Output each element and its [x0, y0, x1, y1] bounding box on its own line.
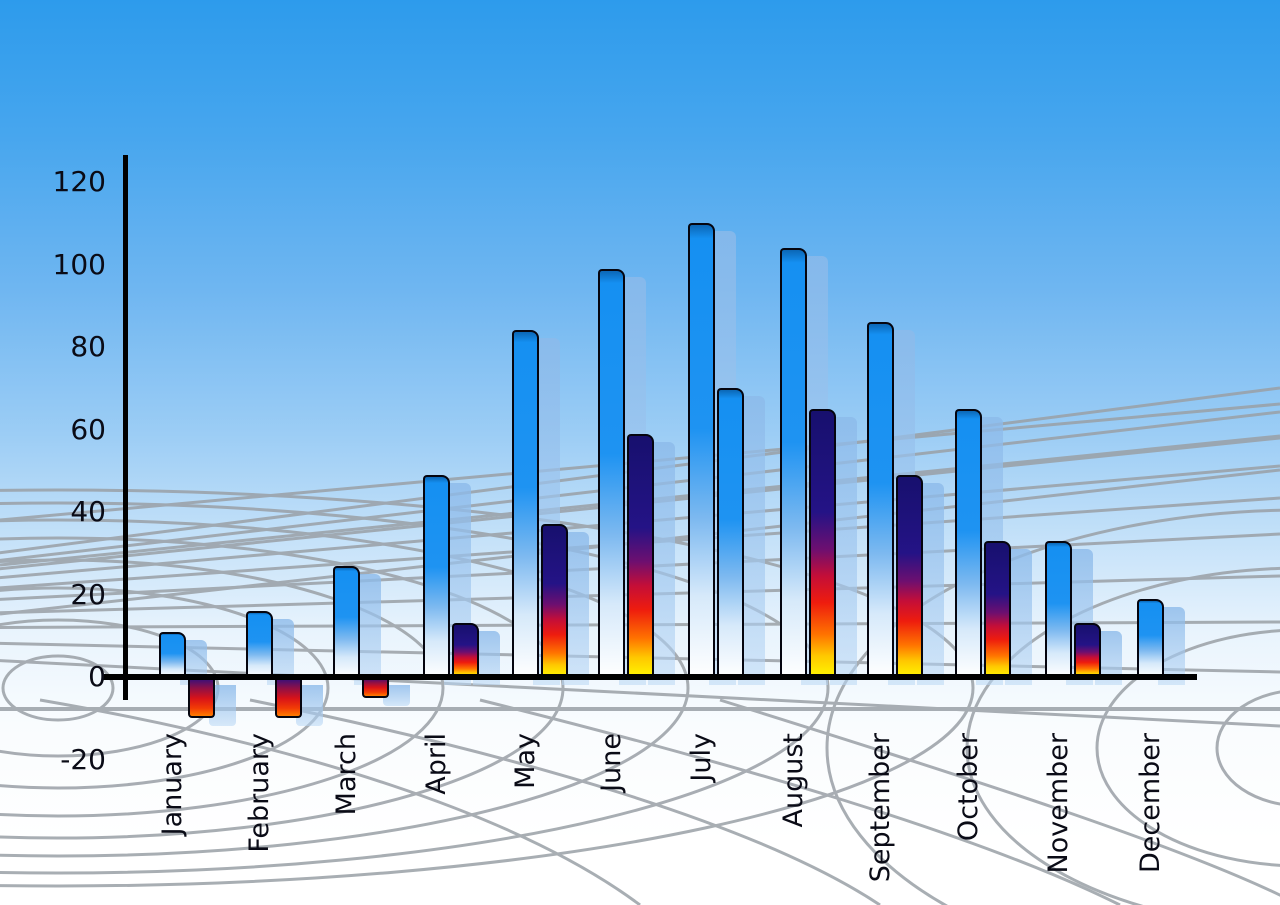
y-tick-label-20: 20	[70, 578, 106, 611]
bar-august-primary	[780, 248, 807, 677]
x-label-february: February	[244, 733, 275, 853]
bar-november-primary	[1045, 541, 1072, 677]
bar-february-primary	[246, 611, 273, 677]
bar-september-secondary	[896, 475, 923, 677]
bar-july-primary	[688, 223, 715, 677]
bar-june-secondary	[627, 434, 654, 677]
bar-october-primary	[955, 409, 982, 677]
y-tick-label-0: 0	[88, 660, 106, 693]
x-label-april: April	[421, 733, 452, 795]
y-tick-label--20: -20	[60, 743, 106, 776]
bar-august-secondary	[809, 409, 836, 677]
bar-april-primary	[423, 475, 450, 677]
x-label-may: May	[510, 733, 541, 789]
y-tick-label-60: 60	[70, 413, 106, 446]
x-label-october: October	[953, 733, 984, 842]
bar-november-secondary	[1074, 623, 1101, 677]
bar-july-secondary	[717, 388, 744, 677]
x-label-september: September	[865, 733, 896, 883]
x-axis-zero-line	[103, 674, 1197, 680]
x-label-november: November	[1043, 733, 1074, 874]
bar-january-secondary	[188, 677, 215, 718]
bar-february-secondary	[275, 677, 302, 718]
bar-september-primary	[867, 322, 894, 677]
bar-june-primary	[598, 269, 625, 677]
y-tick-label-100: 100	[52, 248, 106, 281]
bar-may-secondary	[541, 524, 568, 677]
bar-march-secondary-shadow	[383, 685, 410, 706]
y-axis-line	[123, 155, 128, 700]
bar-october-secondary	[984, 541, 1011, 677]
y-tick-label-80: 80	[70, 330, 106, 363]
x-label-july: July	[686, 733, 717, 782]
y-tick-label-40: 40	[70, 495, 106, 528]
x-label-june: June	[596, 733, 627, 792]
bar-may-primary	[512, 330, 539, 677]
bar-december-primary	[1137, 599, 1164, 677]
x-label-august: August	[778, 733, 809, 828]
bar-april-secondary	[452, 623, 479, 677]
y-tick-label-120: 120	[52, 165, 106, 198]
x-label-march: March	[331, 733, 362, 816]
x-label-january: January	[157, 733, 188, 836]
bar-march-secondary	[362, 677, 389, 698]
bar-january-primary	[159, 632, 186, 677]
bar-march-primary	[333, 566, 360, 677]
x-label-december: December	[1135, 733, 1166, 874]
